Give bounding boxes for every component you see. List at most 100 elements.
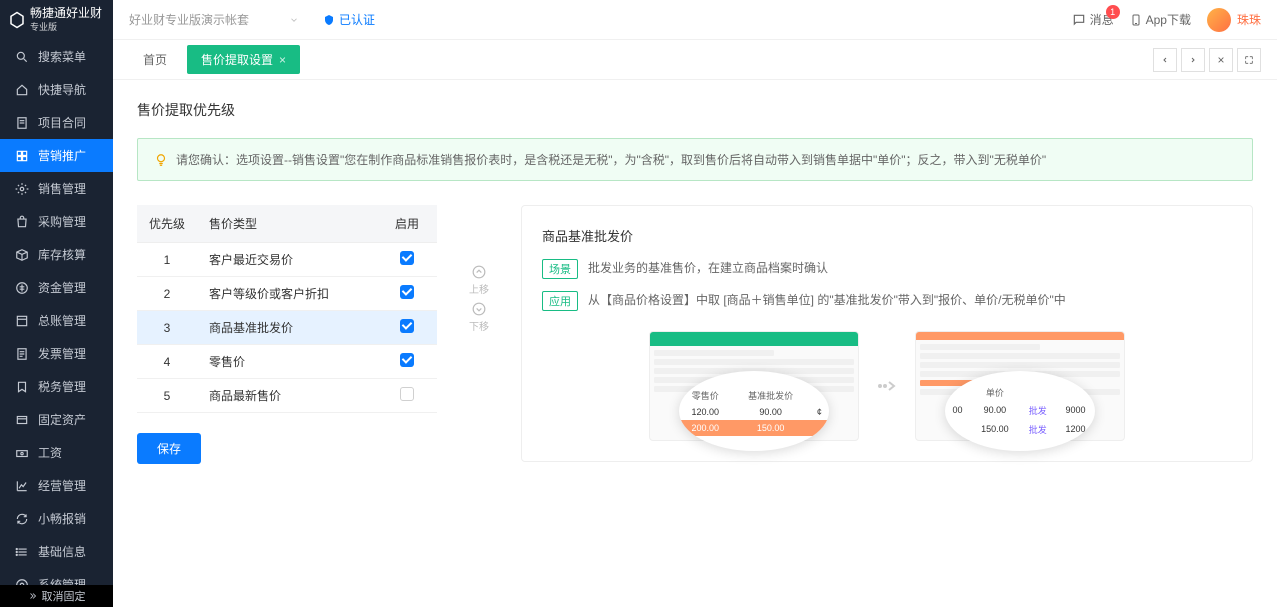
ex-right-r2c1: 150.00 (970, 420, 1020, 439)
expand-icon (1244, 55, 1254, 65)
sidebar-item-14[interactable]: 小畅报销 (0, 502, 113, 535)
arrow-down-icon (472, 302, 486, 316)
page-title: 售价提取优先级 (137, 100, 1253, 120)
tab-active[interactable]: 售价提取设置 × (187, 45, 300, 74)
enable-checkbox[interactable] (400, 387, 414, 401)
table-row[interactable]: 1客户最近交易价 (137, 243, 437, 277)
row-priority: 2 (137, 277, 197, 311)
enable-checkbox[interactable] (400, 353, 414, 367)
row-priority: 4 (137, 345, 197, 379)
sidebar-item-label: 采购管理 (38, 213, 86, 230)
save-button[interactable]: 保存 (137, 433, 201, 464)
sidebar-item-13[interactable]: 经营管理 (0, 469, 113, 502)
sidebar-item-6[interactable]: 库存核算 (0, 238, 113, 271)
messages-button[interactable]: 消息 1 (1072, 11, 1114, 28)
chevron-down-icon (289, 15, 299, 25)
sidebar-item-1[interactable]: 快捷导航 (0, 73, 113, 106)
apply-text: 从【商品价格设置】中取 [商品＋销售单位] 的"基准批发价"带入到"报价、单价/… (588, 291, 1066, 310)
sidebar-item-15[interactable]: 基础信息 (0, 535, 113, 568)
account-selector[interactable]: 好业财专业版演示帐套 (129, 11, 299, 28)
sidebar: 畅捷通好业财 专业版 搜索菜单快捷导航项目合同营销推广销售管理采购管理库存核算资… (0, 0, 113, 607)
ex-left-r1c2: 90.00 (731, 404, 809, 420)
sidebar-item-label: 基础信息 (38, 543, 86, 560)
sidebar-item-7[interactable]: 资金管理 (0, 271, 113, 304)
sidebar-item-3[interactable]: 营销推广 (0, 139, 113, 172)
tab-prev[interactable] (1153, 48, 1177, 72)
doc-icon (14, 115, 30, 131)
enable-checkbox[interactable] (400, 251, 414, 265)
move-down-button[interactable]: 下移 (465, 302, 493, 333)
table-row[interactable]: 2客户等级价或客户折扣 (137, 277, 437, 311)
enable-checkbox[interactable] (400, 319, 414, 333)
enable-checkbox[interactable] (400, 285, 414, 299)
sidebar-item-label: 税务管理 (38, 378, 86, 395)
th-priority: 优先级 (137, 205, 197, 243)
table-row[interactable]: 3商品基准批发价 (137, 311, 437, 345)
tab-next[interactable] (1181, 48, 1205, 72)
sidebar-item-10[interactable]: 税务管理 (0, 370, 113, 403)
tab-active-label: 售价提取设置 (201, 51, 273, 68)
sidebar-item-9[interactable]: 发票管理 (0, 337, 113, 370)
nav-list: 搜索菜单快捷导航项目合同营销推广销售管理采购管理库存核算资金管理总账管理发票管理… (0, 40, 113, 585)
row-type: 零售价 (197, 345, 377, 379)
sidebar-item-label: 库存核算 (38, 246, 86, 263)
user-name: 珠珠 (1237, 11, 1261, 28)
scene-tag: 场景 (542, 259, 578, 279)
move-up-label: 上移 (469, 281, 489, 296)
sidebar-item-8[interactable]: 总账管理 (0, 304, 113, 337)
th-type: 售价类型 (197, 205, 377, 243)
table-row[interactable]: 4零售价 (137, 345, 437, 379)
money-icon (14, 280, 30, 296)
tax-icon (14, 379, 30, 395)
th-enable: 启用 (377, 205, 437, 243)
ex-right-r1c2: 批发 (1020, 401, 1056, 420)
alert-tip: 请您确认：选项设置--销售设置"您在制作商品标准销售报价表时，是含税还是无税"，… (137, 138, 1253, 181)
move-up-button[interactable]: 上移 (465, 265, 493, 296)
ex-right-h1: 单价 (970, 384, 1020, 401)
ex-left-h2: 基准批发价 (731, 387, 809, 404)
row-type: 客户等级价或客户折扣 (197, 277, 377, 311)
sidebar-item-4[interactable]: 销售管理 (0, 172, 113, 205)
example-area: 零售价基准批发价 120.0090.00¢ 200.00150.00 (542, 331, 1232, 441)
sidebar-item-label: 总账管理 (38, 312, 86, 329)
bag-icon (14, 214, 30, 230)
logo: 畅捷通好业财 专业版 (0, 0, 113, 40)
row-type: 商品基准批发价 (197, 311, 377, 345)
tab-close-all[interactable]: × (1209, 48, 1233, 72)
apply-tag: 应用 (542, 291, 578, 311)
sidebar-item-label: 系统管理 (38, 576, 86, 585)
pin-label: 取消固定 (42, 588, 86, 604)
sidebar-item-label: 营销推广 (38, 147, 86, 164)
sidebar-item-16[interactable]: 系统管理 (0, 568, 113, 585)
search-icon (14, 49, 30, 65)
fullscreen-button[interactable] (1237, 48, 1261, 72)
asset-icon (14, 412, 30, 428)
sidebar-item-12[interactable]: 工资 (0, 436, 113, 469)
tabbar: 首页 售价提取设置 × × (113, 40, 1277, 80)
alert-text: 请您确认：选项设置--销售设置"您在制作商品标准销售报价表时，是含税还是无税"，… (176, 151, 1046, 168)
tab-home[interactable]: 首页 (129, 45, 181, 74)
user-menu[interactable]: 珠珠 (1207, 8, 1261, 32)
ex-right-r1c3: 9000 (1056, 401, 1095, 420)
grid-icon (14, 148, 30, 164)
sys-icon (14, 577, 30, 586)
close-icon[interactable]: × (279, 53, 286, 67)
avatar (1207, 8, 1231, 32)
sidebar-item-0[interactable]: 搜索菜单 (0, 40, 113, 73)
row-priority: 3 (137, 311, 197, 345)
logo-icon (8, 11, 26, 29)
pin-toggle[interactable]: 取消固定 (0, 585, 113, 607)
download-button[interactable]: App下载 (1130, 11, 1191, 28)
sidebar-item-11[interactable]: 固定资产 (0, 403, 113, 436)
sidebar-item-5[interactable]: 采购管理 (0, 205, 113, 238)
row-priority: 5 (137, 379, 197, 413)
sidebar-item-label: 经营管理 (38, 477, 86, 494)
sidebar-item-label: 搜索菜单 (38, 48, 86, 65)
list-icon (14, 544, 30, 560)
scene-text: 批发业务的基准售价，在建立商品档案时确认 (588, 259, 828, 278)
ex-right-r2c2: 批发 (1020, 420, 1056, 439)
sidebar-item-2[interactable]: 项目合同 (0, 106, 113, 139)
row-priority: 1 (137, 243, 197, 277)
topbar: 好业财专业版演示帐套 已认证 消息 1 App下载 珠珠 (113, 0, 1277, 40)
table-row[interactable]: 5商品最新售价 (137, 379, 437, 413)
